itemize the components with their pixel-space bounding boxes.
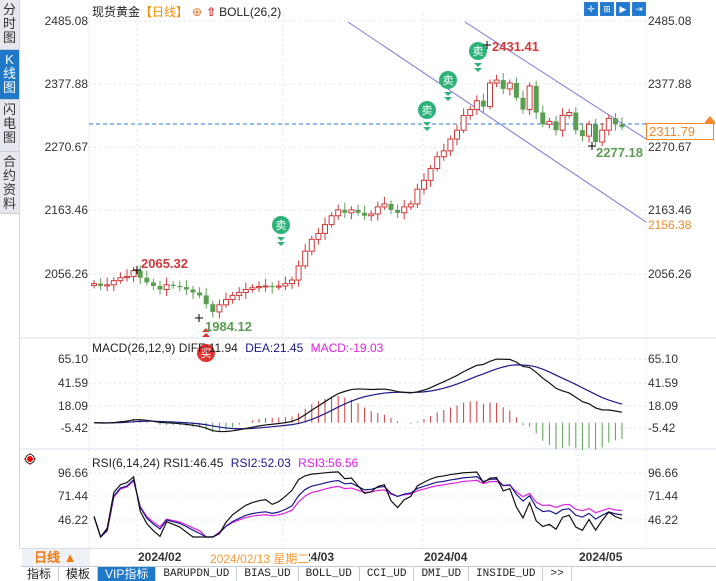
macd-y-tick: 41.59 bbox=[648, 376, 679, 390]
y-tick: 2485.08 bbox=[44, 14, 88, 28]
y-tick: 2163.46 bbox=[648, 203, 692, 217]
chart-toolbar: ✛ ⊞ ▶ ⇥ bbox=[584, 2, 646, 16]
y-tick: 2270.67 bbox=[648, 140, 692, 154]
sidebar-tab-flash[interactable]: 闪电图 bbox=[0, 100, 19, 152]
low-price-label: 1984.12 bbox=[205, 319, 252, 334]
macd-diff-value: DIFF:11.94 bbox=[178, 341, 238, 355]
y-tick: 2377.88 bbox=[648, 77, 692, 91]
rsi-y-tick: 71.44 bbox=[648, 489, 679, 503]
rsi-y-tick: 96.66 bbox=[648, 466, 679, 480]
zoom-range-play-icon[interactable]: ▶ bbox=[616, 2, 630, 16]
indicator-settings-icon[interactable] bbox=[24, 453, 36, 465]
left-sidebar: 分时图 K线图 闪电图 合约资料 bbox=[0, 0, 20, 548]
sell-signal-badge[interactable]: 卖 bbox=[272, 216, 290, 246]
tab-inside-ud[interactable]: INSIDE_UD bbox=[469, 567, 544, 581]
high-price-label: 2431.41 bbox=[492, 39, 539, 54]
sidebar-tab-label: 合约资料 bbox=[2, 154, 16, 211]
rsi-y-tick: 71.44 bbox=[57, 489, 88, 503]
chart-title: 现货黄金【日线】 ⊕ ⇧ BOLL(26,2) bbox=[92, 3, 281, 20]
macd-y-tick: 18.09 bbox=[648, 399, 679, 413]
recent-low-label: 2277.18 bbox=[596, 145, 643, 160]
y-tick: 2163.46 bbox=[44, 203, 88, 217]
sell-signal-badge[interactable]: 卖 bbox=[439, 71, 457, 101]
sidebar-tab-label: K线图 bbox=[2, 52, 16, 95]
lower-band-value: 2156.38 bbox=[648, 218, 692, 232]
tab-cci-ud[interactable]: CCI_UD bbox=[360, 567, 415, 581]
cursor-date-label: 2024/02/13 星期二 bbox=[210, 550, 310, 567]
rsi-y-tick: 96.66 bbox=[57, 466, 88, 480]
time-label: 2024/02 bbox=[138, 550, 182, 564]
svg-text:卖: 卖 bbox=[276, 219, 287, 232]
period-selector[interactable]: 日线 ▲ bbox=[22, 549, 90, 566]
macd-histogram bbox=[100, 395, 623, 451]
rsi2-value: RSI2:52.03 bbox=[230, 456, 291, 470]
diff-line bbox=[93, 358, 623, 433]
candlestick-series bbox=[91, 72, 625, 319]
macd-y-tick: -5.42 bbox=[648, 421, 676, 435]
macd-y-tick: 18.09 bbox=[57, 399, 88, 413]
y-tick: 2270.67 bbox=[44, 140, 88, 154]
macd-value: MACD:-19.03 bbox=[310, 341, 384, 355]
svg-text:卖: 卖 bbox=[422, 104, 433, 117]
tab-boll-ud[interactable]: BOLL_UD bbox=[299, 567, 360, 581]
time-label: 2024/05 bbox=[579, 550, 623, 564]
time-axis: 日线 ▲ 2024/02 24/03 2024/04 2024/05 2024/… bbox=[20, 548, 716, 567]
jump-latest-icon[interactable]: ⇥ bbox=[632, 2, 646, 16]
tab-dmi-ud[interactable]: DMI_UD bbox=[414, 567, 470, 581]
period-label[interactable]: 【日线】 bbox=[140, 5, 189, 19]
tab-more[interactable]: >> bbox=[543, 567, 572, 581]
tab-indicators[interactable]: 指标 bbox=[20, 567, 60, 581]
buy-signal-badge[interactable]: 买 bbox=[197, 328, 215, 362]
sidebar-tab-timeshare[interactable]: 分时图 bbox=[0, 0, 19, 50]
sell-signal-badge[interactable]: 卖 bbox=[418, 101, 436, 131]
rsi1-line bbox=[93, 471, 623, 539]
time-label: 24/03 bbox=[304, 550, 335, 564]
zoom-range-icon[interactable]: ⊞ bbox=[600, 2, 614, 16]
local-high-label: 2065.32 bbox=[141, 256, 188, 271]
current-price-tag: 2311.79 bbox=[646, 123, 714, 140]
dea-line bbox=[93, 364, 623, 430]
crosshair-icon[interactable]: ✛ bbox=[584, 2, 598, 16]
rsi3-value: RSI3:56.56 bbox=[298, 456, 359, 470]
tab-bias-ud[interactable]: BIAS_UD bbox=[237, 567, 299, 581]
tab-templates[interactable]: 模板 bbox=[59, 567, 99, 581]
time-label: 2024/04 bbox=[424, 550, 468, 564]
svg-text:卖: 卖 bbox=[443, 74, 454, 87]
y-tick: 2485.08 bbox=[648, 14, 692, 28]
y-tick: 2056.26 bbox=[648, 267, 692, 281]
macd-y-tick: 41.59 bbox=[57, 376, 88, 390]
macd-title: MACD(26,12,9) bbox=[92, 341, 176, 355]
indicator-tab-bar: 指标 模板 VIP指标 BARUPDN_UD BIAS_UD BOLL_UD C… bbox=[20, 566, 716, 581]
chart-canvas[interactable]: 卖 卖 卖 卖 买 2431.41 2065.32 1984.12 2277.1… bbox=[0, 0, 716, 548]
y-tick: 2056.26 bbox=[44, 267, 88, 281]
circle-plus-icon[interactable]: ⊕ bbox=[192, 5, 203, 19]
rsi-y-tick: 46.22 bbox=[648, 513, 679, 527]
instrument-name: 现货黄金 bbox=[92, 5, 141, 19]
svg-text:买: 买 bbox=[201, 347, 212, 360]
rsi-title: RSI(6,14,24) bbox=[92, 456, 161, 470]
rsi1-value: RSI1:46.45 bbox=[163, 456, 224, 470]
sidebar-tab-label: 分时图 bbox=[2, 2, 16, 45]
sidebar-tab-kline[interactable]: K线图 bbox=[0, 50, 19, 100]
rsi3-line bbox=[93, 479, 623, 539]
tab-vip-indicators[interactable]: VIP指标 bbox=[98, 567, 157, 581]
up-arrow-icon[interactable]: ⇧ bbox=[206, 5, 217, 19]
y-tick: 2377.88 bbox=[44, 77, 88, 91]
sidebar-tab-label: 闪电图 bbox=[2, 102, 16, 145]
main-indicator-label[interactable]: BOLL(26,2) bbox=[219, 5, 282, 19]
macd-legend[interactable]: MACD(26,12,9) DIFF:11.94 DEA:21.45 MACD:… bbox=[92, 341, 383, 355]
sidebar-tab-contract-info[interactable]: 合约资料 bbox=[0, 152, 19, 214]
macd-y-tick: 65.10 bbox=[648, 352, 679, 366]
macd-dea-value: DEA:21.45 bbox=[245, 341, 304, 355]
sell-signal-badge[interactable]: 卖 bbox=[469, 42, 487, 72]
rsi-legend[interactable]: RSI(6,14,24) RSI1:46.45 RSI2:52.03 RSI3:… bbox=[92, 456, 358, 470]
macd-y-tick: -5.42 bbox=[60, 421, 88, 435]
svg-text:卖: 卖 bbox=[473, 45, 484, 58]
tab-barupdn-ud[interactable]: BARUPDN_UD bbox=[156, 567, 238, 581]
rsi-y-tick: 46.22 bbox=[57, 513, 88, 527]
macd-y-tick: 65.10 bbox=[57, 352, 88, 366]
